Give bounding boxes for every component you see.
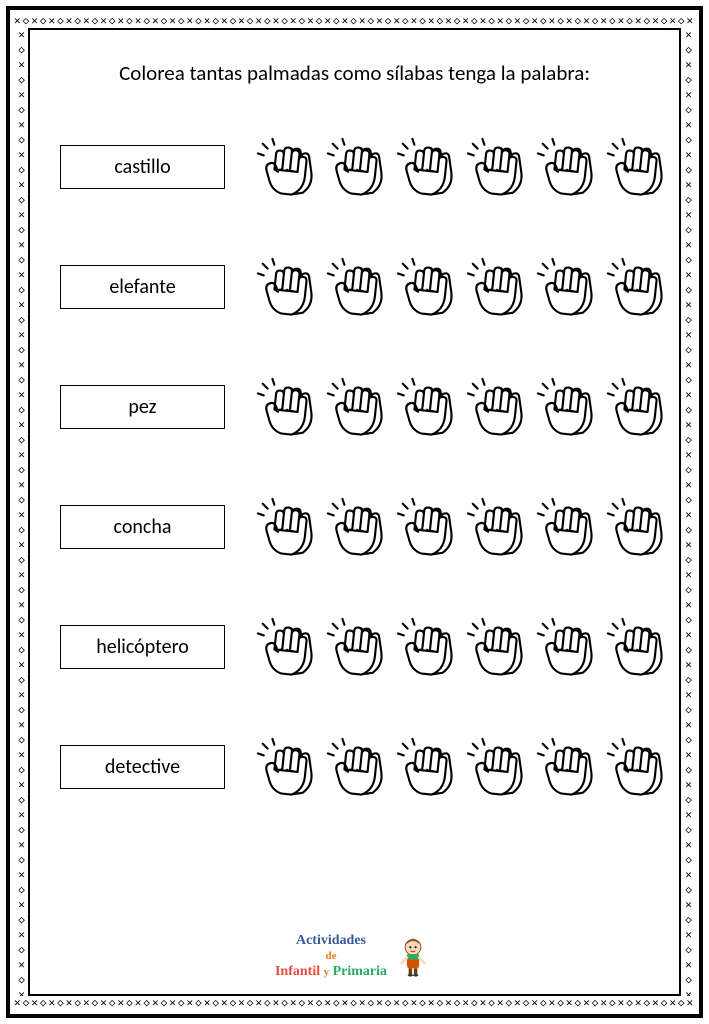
word-box: castillo xyxy=(60,145,225,189)
clap-icon[interactable] xyxy=(605,376,667,438)
clap-icon[interactable] xyxy=(605,736,667,798)
word-box: concha xyxy=(60,505,225,549)
word-rows: castillo elefante pez concha helicóptero dete… xyxy=(50,136,659,923)
clap-icon[interactable] xyxy=(325,136,387,198)
footer-word-actividades: Actividades xyxy=(296,933,366,948)
clap-icon[interactable] xyxy=(465,256,527,318)
clap-icon[interactable] xyxy=(605,136,667,198)
mascot-icon xyxy=(392,935,434,977)
clap-icon[interactable] xyxy=(255,496,317,558)
word-box: elefante xyxy=(60,265,225,309)
worksheet-page: Colorea tantas palmadas como sílabas ten… xyxy=(28,28,681,996)
clap-icon[interactable] xyxy=(255,376,317,438)
clap-icon[interactable] xyxy=(395,256,457,318)
clap-icon[interactable] xyxy=(325,736,387,798)
clap-icon[interactable] xyxy=(255,736,317,798)
clap-icon[interactable] xyxy=(395,616,457,678)
clap-icon[interactable] xyxy=(395,496,457,558)
instruction-title: Colorea tantas palmadas como sílabas ten… xyxy=(50,60,659,86)
word-row: concha xyxy=(60,496,649,558)
clap-icon[interactable] xyxy=(535,496,597,558)
border-pattern-top: ✕◇✕◇✕◇✕◇✕◇✕◇✕◇✕◇✕◇✕◇✕◇✕◇✕◇✕◇✕◇✕◇✕◇✕◇✕◇✕◇… xyxy=(14,14,695,28)
clap-icon[interactable] xyxy=(605,256,667,318)
clap-icon[interactable] xyxy=(465,376,527,438)
word-row: detective xyxy=(60,736,649,798)
clap-group xyxy=(255,616,667,678)
clap-icon[interactable] xyxy=(465,136,527,198)
footer-word-y: y xyxy=(324,966,330,978)
clap-icon[interactable] xyxy=(535,616,597,678)
border-pattern-bottom: ✕◇✕◇✕◇✕◇✕◇✕◇✕◇✕◇✕◇✕◇✕◇✕◇✕◇✕◇✕◇✕◇✕◇✕◇✕◇✕◇… xyxy=(14,996,695,1010)
clap-icon[interactable] xyxy=(325,616,387,678)
clap-icon[interactable] xyxy=(465,496,527,558)
clap-icon[interactable] xyxy=(605,616,667,678)
clap-icon[interactable] xyxy=(465,736,527,798)
clap-icon[interactable] xyxy=(325,376,387,438)
decorative-border: ✕◇✕◇✕◇✕◇✕◇✕◇✕◇✕◇✕◇✕◇✕◇✕◇✕◇✕◇✕◇✕◇✕◇✕◇✕◇✕◇… xyxy=(14,14,695,1010)
footer-credits: Actividades de Infantil y Primaria xyxy=(50,923,659,984)
clap-icon[interactable] xyxy=(325,256,387,318)
footer-word-de: de xyxy=(325,950,336,962)
clap-icon[interactable] xyxy=(255,136,317,198)
clap-icon[interactable] xyxy=(465,616,527,678)
clap-icon[interactable] xyxy=(395,376,457,438)
clap-group xyxy=(255,736,667,798)
clap-group xyxy=(255,496,667,558)
word-row: castillo xyxy=(60,136,649,198)
clap-icon[interactable] xyxy=(395,736,457,798)
outer-border: ✕◇✕◇✕◇✕◇✕◇✕◇✕◇✕◇✕◇✕◇✕◇✕◇✕◇✕◇✕◇✕◇✕◇✕◇✕◇✕◇… xyxy=(6,6,703,1018)
word-row: helicóptero xyxy=(60,616,649,678)
clap-icon[interactable] xyxy=(535,736,597,798)
clap-group xyxy=(255,136,667,198)
word-row: elefante xyxy=(60,256,649,318)
clap-group xyxy=(255,256,667,318)
clap-icon[interactable] xyxy=(605,496,667,558)
footer-text: Actividades de Infantil y Primaria xyxy=(275,933,387,979)
clap-icon[interactable] xyxy=(535,136,597,198)
clap-icon[interactable] xyxy=(395,136,457,198)
word-box: helicóptero xyxy=(60,625,225,669)
footer-word-primaria: Primaria xyxy=(333,964,387,979)
clap-icon[interactable] xyxy=(535,256,597,318)
clap-icon[interactable] xyxy=(535,376,597,438)
footer-word-infantil: Infantil xyxy=(275,964,320,979)
border-pattern-left: ✕◇✕◇✕◇✕◇✕◇✕◇✕◇✕◇✕◇✕◇✕◇✕◇✕◇✕◇✕◇✕◇✕◇✕◇✕◇✕◇… xyxy=(14,28,28,996)
word-row: pez xyxy=(60,376,649,438)
clap-icon[interactable] xyxy=(325,496,387,558)
clap-group xyxy=(255,376,667,438)
word-box: pez xyxy=(60,385,225,429)
clap-icon[interactable] xyxy=(255,256,317,318)
border-pattern-right: ✕◇✕◇✕◇✕◇✕◇✕◇✕◇✕◇✕◇✕◇✕◇✕◇✕◇✕◇✕◇✕◇✕◇✕◇✕◇✕◇… xyxy=(681,28,695,996)
clap-icon[interactable] xyxy=(255,616,317,678)
word-box: detective xyxy=(60,745,225,789)
